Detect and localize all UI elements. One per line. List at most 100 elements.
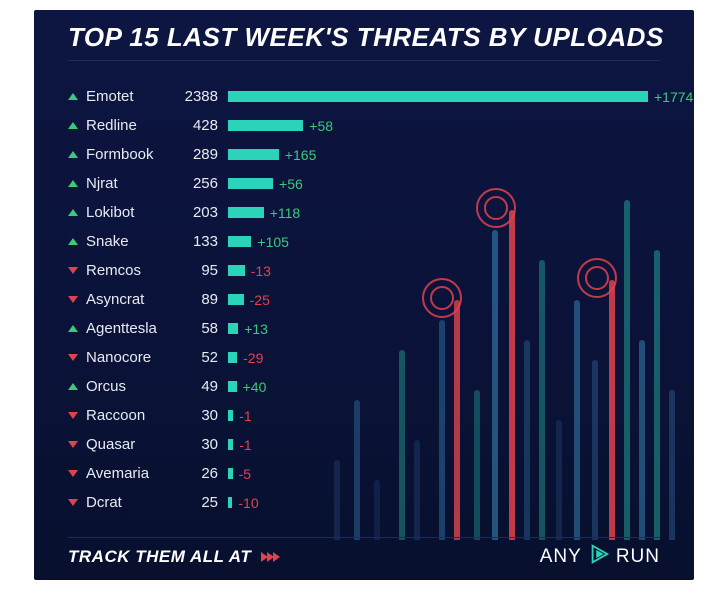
threat-row: Formbook289 +165 [68,140,660,169]
bar-fill [228,352,237,363]
trend-down-icon [68,296,78,303]
threat-value: 30 [172,436,218,453]
bar-track: +40 [228,381,660,392]
trend-up-icon [68,180,78,187]
threat-name: Avemaria [86,465,172,482]
bar-track: +56 [228,178,660,189]
bar-track: +58 [228,120,660,131]
threat-name: Nanocore [86,349,172,366]
threat-name: Redline [86,117,172,134]
threat-row: Agenttesla58+13 [68,314,660,343]
threat-row: Snake133 +105 [68,227,660,256]
trend-up-icon [68,383,78,390]
threat-name: Formbook [86,146,172,163]
trend-up-icon [68,209,78,216]
threat-bar-chart: Emotet2388+1774Redline428+58Formbook289+… [68,82,660,520]
threat-value: 30 [172,407,218,424]
bar-track: -29 [228,352,660,363]
trend-down-icon [68,354,78,361]
threat-value: 89 [172,291,218,308]
trend-up-icon [68,325,78,332]
trend-down-icon [68,267,78,274]
threat-name: Dcrat [86,494,172,511]
threat-delta: +58 [309,118,333,134]
threat-delta: -29 [243,350,263,366]
trend-up-icon [68,238,78,245]
threat-name: Raccoon [86,407,172,424]
bar-fill [228,120,303,131]
threat-value: 95 [172,262,218,279]
bar-track: +118 [228,207,660,218]
trend-up-icon [68,122,78,129]
threat-row: Njrat256 +56 [68,169,660,198]
brand-logo: ANY RUN [540,543,660,571]
bar-track: +1774 [228,91,660,102]
trend-down-icon [68,412,78,419]
threat-value: 25 [172,494,218,511]
threat-name: Quasar [86,436,172,453]
bar-fill [228,149,279,160]
threat-value: 52 [172,349,218,366]
threat-row: Orcus49+40 [68,372,660,401]
trend-up-icon [68,151,78,158]
threat-delta: +1774 [654,89,693,105]
threat-row: Asyncrat89-25 [68,285,660,314]
threat-row: Avemaria26 -5 [68,459,660,488]
threat-name: Lokibot [86,204,172,221]
threat-delta: -25 [250,292,270,308]
brand-text-a: ANY [540,546,582,568]
bar-fill [228,207,264,218]
threat-name: Snake [86,233,172,250]
divider-bottom [68,537,660,538]
threat-delta: -5 [239,466,251,482]
bar-track: +105 [228,236,660,247]
brand-text-b: RUN [616,546,660,568]
threat-delta: +40 [243,379,267,395]
bar-fill [228,178,273,189]
threat-value: 133 [172,233,218,250]
bar-track: -13 [228,265,660,276]
bar-fill [228,323,238,334]
chevron-right-icon [261,552,279,562]
threat-row: Quasar30 -1 [68,430,660,459]
threat-chart-card: TOP 15 LAST WEEK'S THREATS BY UPLOADS Em… [34,10,694,580]
threat-row: Lokibot203 +118 [68,198,660,227]
bar-fill [228,265,245,276]
page-title: TOP 15 LAST WEEK'S THREATS BY UPLOADS [68,22,664,53]
threat-name: Njrat [86,175,172,192]
bar-fill [228,468,233,479]
threat-delta: -13 [251,263,271,279]
trend-up-icon [68,93,78,100]
bar-fill [228,439,233,450]
bar-track: -1 [228,410,660,421]
threat-value: 256 [172,175,218,192]
threat-name: Remcos [86,262,172,279]
threat-row: Redline428+58 [68,111,660,140]
footer-text: TRACK THEM ALL AT [68,547,251,567]
bar-fill [228,497,232,508]
threat-value: 26 [172,465,218,482]
footer: TRACK THEM ALL AT ANY RUN [68,542,660,572]
bar-fill [228,381,237,392]
threat-value: 58 [172,320,218,337]
bar-track: +13 [228,323,660,334]
bar-track: +165 [228,149,660,160]
play-icon [588,543,610,571]
bar-track: -25 [228,294,660,305]
threat-delta: -1 [239,437,251,453]
threat-value: 2388 [172,88,218,105]
bar-fill [228,236,251,247]
threat-row: Emotet2388+1774 [68,82,660,111]
threat-delta: +105 [257,234,289,250]
trend-down-icon [68,499,78,506]
threat-delta: +118 [270,205,301,221]
bar-fill [228,410,233,421]
threat-delta: -10 [238,495,258,511]
decor-bar [669,390,675,540]
trend-down-icon [68,441,78,448]
threat-delta: +13 [244,321,268,337]
threat-value: 289 [172,146,218,163]
threat-value: 203 [172,204,218,221]
trend-down-icon [68,470,78,477]
footer-cta: TRACK THEM ALL AT [68,547,279,567]
